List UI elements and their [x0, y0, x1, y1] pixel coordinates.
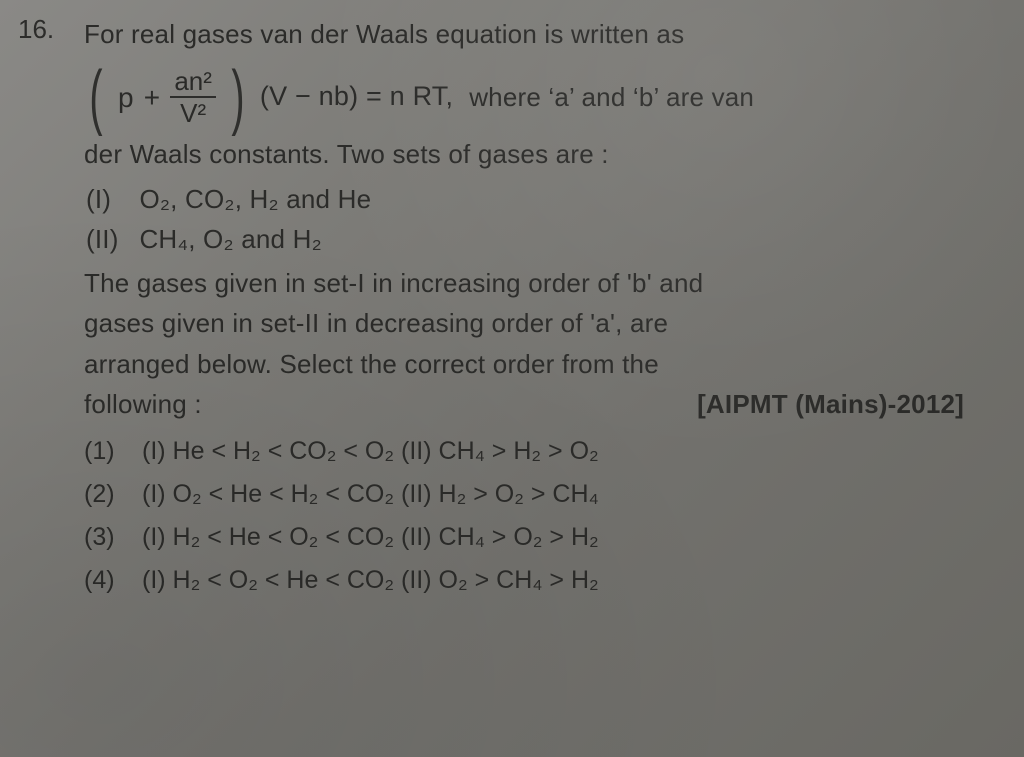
- vdw-equation: ( p + an² V² ) (V − nb) = n RT, where ‘a…: [84, 68, 964, 126]
- para-line-4: following : [AIPMT (Mains)-2012]: [84, 384, 964, 424]
- following-label: following :: [84, 384, 202, 424]
- stem-line-1: For real gases van der Waals equation is…: [84, 14, 964, 54]
- frac-numerator: an²: [170, 68, 216, 94]
- set-I-label: (I): [86, 179, 132, 219]
- set-I: (I) O₂, CO₂, H₂ and He: [86, 179, 964, 219]
- option-4[interactable]: (4) (I) H₂ < O₂ < He < CO₂ (II) O₂ > CH₄…: [84, 559, 964, 602]
- set-II-text: CH₄, O₂ and H₂: [139, 224, 321, 254]
- option-1[interactable]: (1) (I) He < H₂ < CO₂ < O₂ (II) CH₄ > H₂…: [84, 430, 964, 473]
- set-I-text: O₂, CO₂, H₂ and He: [139, 184, 371, 214]
- question-number: 16.: [18, 14, 54, 45]
- eq-plus: +: [144, 76, 161, 119]
- option-3-text: (I) H₂ < He < O₂ < CO₂ (II) CH₄ > O₂ > H…: [142, 516, 599, 559]
- option-2-number: (2): [84, 473, 132, 516]
- para-line-2: gases given in set-II in decreasing orde…: [84, 303, 964, 343]
- eq-fraction: an² V²: [170, 68, 216, 126]
- option-1-text: (I) He < H₂ < CO₂ < O₂ (II) CH₄ > H₂ > O…: [142, 430, 599, 473]
- question-body: For real gases van der Waals equation is…: [84, 14, 964, 602]
- eq-tail: where ‘a’ and ‘b’ are van: [469, 77, 754, 117]
- options-block: (1) (I) He < H₂ < CO₂ < O₂ (II) CH₄ > H₂…: [84, 430, 964, 602]
- option-2[interactable]: (2) (I) O₂ < He < H₂ < CO₂ (II) H₂ > O₂ …: [84, 473, 964, 516]
- option-4-number: (4): [84, 559, 132, 602]
- para-line-3: arranged below. Select the correct order…: [84, 344, 964, 384]
- para-line-1: The gases given in set-I in increasing o…: [84, 263, 964, 303]
- stem-line-3: der Waals constants. Two sets of gases a…: [84, 134, 964, 174]
- option-1-number: (1): [84, 430, 132, 473]
- eq-middle: (V − nb) = n RT,: [260, 76, 453, 118]
- option-3[interactable]: (3) (I) H₂ < He < O₂ < CO₂ (II) CH₄ > O₂…: [84, 516, 964, 559]
- set-II-label: (II): [86, 219, 132, 259]
- frac-denominator: V²: [176, 100, 210, 126]
- set-II: (II) CH₄, O₂ and H₂: [86, 219, 964, 259]
- option-3-number: (3): [84, 516, 132, 559]
- source-tag: [AIPMT (Mains)-2012]: [697, 384, 964, 424]
- option-4-text: (I) H₂ < O₂ < He < CO₂ (II) O₂ > CH₄ > H…: [142, 559, 599, 602]
- left-paren-icon: (: [89, 69, 102, 127]
- eq-p: p: [118, 76, 134, 119]
- option-2-text: (I) O₂ < He < H₂ < CO₂ (II) H₂ > O₂ > CH…: [142, 473, 599, 516]
- right-paren-icon: ): [231, 69, 244, 127]
